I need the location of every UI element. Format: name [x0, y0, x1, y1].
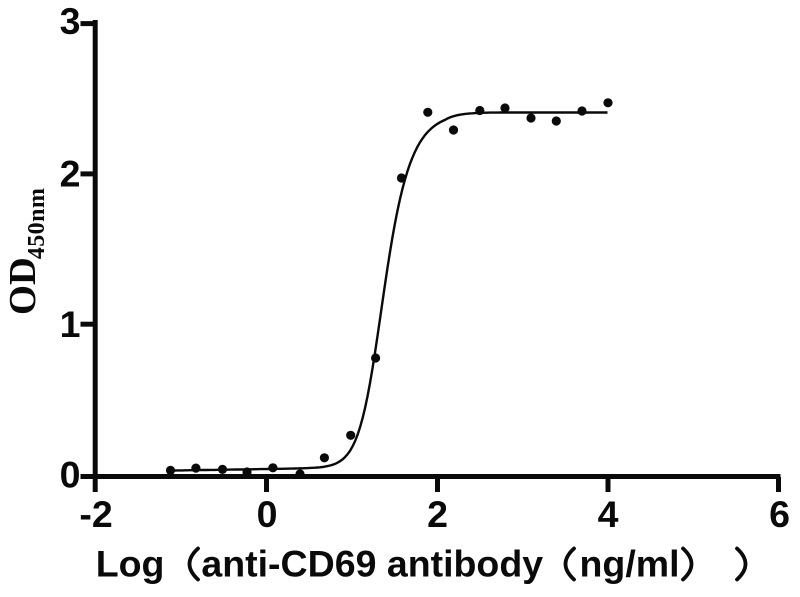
- svg-text:anti-CD69 antibody: anti-CD69 antibody: [201, 542, 543, 584]
- svg-text:6: 6: [769, 493, 790, 535]
- svg-text:ng/ml: ng/ml: [580, 542, 680, 584]
- svg-text:3: 3: [60, 0, 81, 42]
- svg-text:2: 2: [60, 153, 81, 195]
- svg-text:Log: Log: [96, 542, 165, 584]
- svg-text:2: 2: [427, 493, 448, 535]
- svg-text:0: 0: [60, 454, 81, 496]
- svg-text:0: 0: [257, 493, 278, 535]
- svg-text:4: 4: [598, 493, 619, 535]
- svg-text:-2: -2: [79, 493, 112, 535]
- svg-text:1: 1: [60, 303, 81, 345]
